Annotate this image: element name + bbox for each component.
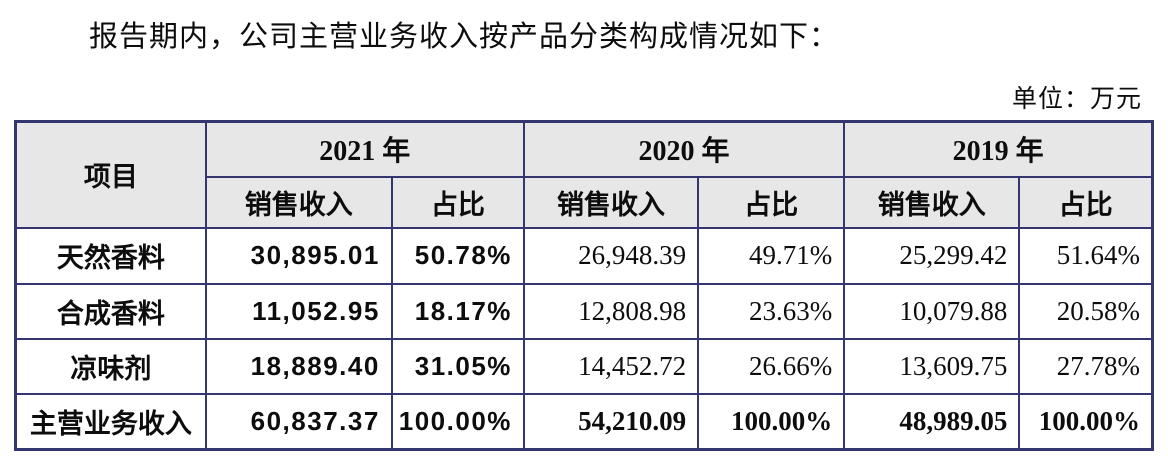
table-header-sub-row: 销售收入 占比 销售收入 占比 销售收入 占比 [16, 175, 1154, 229]
row-item-label: 天然香料 [14, 226, 207, 285]
cell-2020-ratio: 100.00% [697, 392, 846, 451]
column-header-year-2020: 2020 年 [522, 120, 846, 178]
cell-2021-ratio: 50.78% [390, 226, 525, 285]
cell-2019-revenue: 10,079.88 [843, 282, 1021, 340]
unit-label: 单位：万元 [1011, 86, 1142, 113]
table-row-cooling-agent: 凉味剂 18,889.40 31.05% 14,452.72 26.66% 13… [14, 337, 1154, 395]
revenue-by-product-table: 项目 2021 年 2020 年 2019 年 销售收入 占比 销售收入 占比 … [14, 120, 1154, 451]
cell-2019-revenue: 13,609.75 [843, 337, 1021, 395]
row-item-label: 凉味剂 [14, 337, 207, 395]
cell-2019-ratio: 51.64% [1018, 226, 1154, 285]
table-row-main-business-total: 主营业务收入 60,837.37 100.00% 54,210.09 100.0… [14, 392, 1154, 451]
column-header-revenue-2021: 销售收入 [204, 175, 393, 229]
column-header-ratio-2020: 占比 [697, 175, 846, 229]
cell-2019-ratio: 27.78% [1018, 337, 1154, 395]
cell-2021-revenue: 11,052.95 [204, 282, 393, 340]
column-header-revenue-2020: 销售收入 [522, 175, 700, 229]
cell-2019-revenue: 25,299.42 [843, 226, 1021, 285]
cell-2020-ratio: 23.63% [697, 282, 846, 340]
cell-2020-revenue: 54,210.09 [522, 392, 700, 451]
table-row-natural-flavor: 天然香料 30,895.01 50.78% 26,948.39 49.71% 2… [14, 226, 1154, 285]
column-header-year-2021: 2021 年 [204, 120, 525, 178]
cell-2021-revenue: 30,895.01 [204, 226, 393, 285]
cell-2021-revenue: 18,889.40 [204, 337, 393, 395]
cell-2020-ratio: 26.66% [697, 337, 846, 395]
row-item-label: 主营业务收入 [14, 392, 207, 451]
column-header-item: 项目 [14, 120, 207, 229]
cell-2019-revenue: 48,989.05 [843, 392, 1021, 451]
cell-2021-ratio: 100.00% [390, 392, 525, 451]
column-header-ratio-2019: 占比 [1018, 175, 1154, 229]
cell-2021-ratio: 18.17% [390, 282, 525, 340]
column-header-year-2019: 2019 年 [843, 120, 1154, 178]
intro-text: 报告期内，公司主营业务收入按产品分类构成情况如下： [89, 21, 840, 53]
cell-2021-revenue: 60,837.37 [204, 392, 393, 451]
cell-2019-ratio: 100.00% [1018, 392, 1154, 451]
table-row-synthetic-flavor: 合成香料 11,052.95 18.17% 12,808.98 23.63% 1… [14, 282, 1154, 340]
table-header-year-row: 项目 2021 年 2020 年 2019 年 [14, 120, 1154, 229]
column-header-ratio-2021: 占比 [390, 175, 525, 229]
cell-2020-ratio: 49.71% [697, 226, 846, 285]
cell-2020-revenue: 14,452.72 [522, 337, 700, 395]
cell-2020-revenue: 26,948.39 [522, 226, 700, 285]
column-header-revenue-2019: 销售收入 [843, 175, 1021, 229]
row-item-label: 合成香料 [14, 282, 207, 340]
cell-2020-revenue: 12,808.98 [522, 282, 700, 340]
cell-2019-ratio: 20.58% [1018, 282, 1154, 340]
cell-2021-ratio: 31.05% [390, 337, 525, 395]
